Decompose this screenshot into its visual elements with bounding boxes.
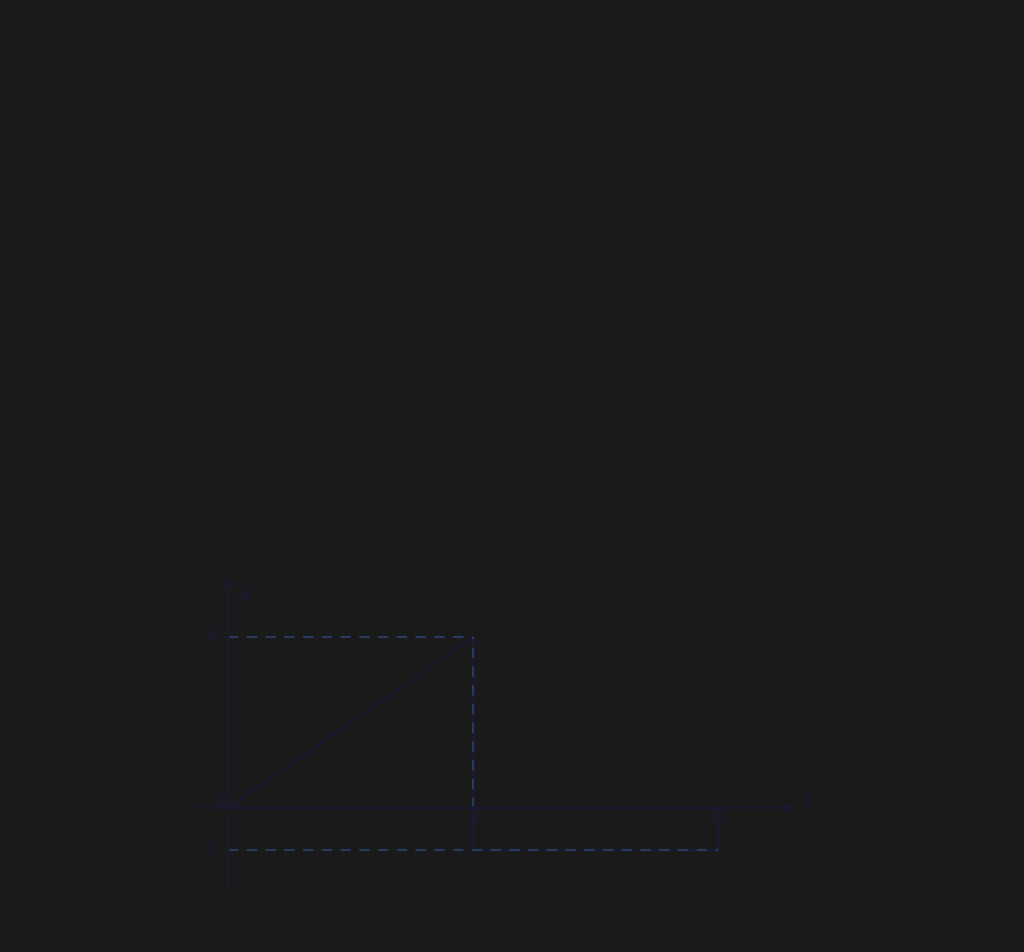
Text: 4: 4 — [466, 808, 480, 828]
Text: t: t — [804, 791, 813, 815]
Text: = 8: = 8 — [497, 295, 585, 337]
Text: figure. What is the velocity of: figure. What is the velocity of — [219, 209, 834, 251]
Text: Q2. The acceleration time graph: Q2. The acceleration time graph — [219, 38, 894, 80]
Text: a: a — [236, 582, 251, 606]
Text: 4: 4 — [206, 627, 220, 647]
Text: , if initial: , if initial — [598, 295, 778, 337]
Text: 8: 8 — [711, 808, 725, 828]
Text: 0: 0 — [212, 791, 226, 811]
Text: t: t — [473, 295, 489, 337]
Text: velocity of particle is 3 m/s?: velocity of particle is 3 m/s? — [219, 381, 803, 423]
Text: of a particle is shown in the: of a particle is shown in the — [219, 124, 795, 166]
Text: -1: -1 — [196, 840, 218, 860]
Text: particle at: particle at — [219, 295, 444, 337]
Text: s: s — [577, 295, 598, 337]
